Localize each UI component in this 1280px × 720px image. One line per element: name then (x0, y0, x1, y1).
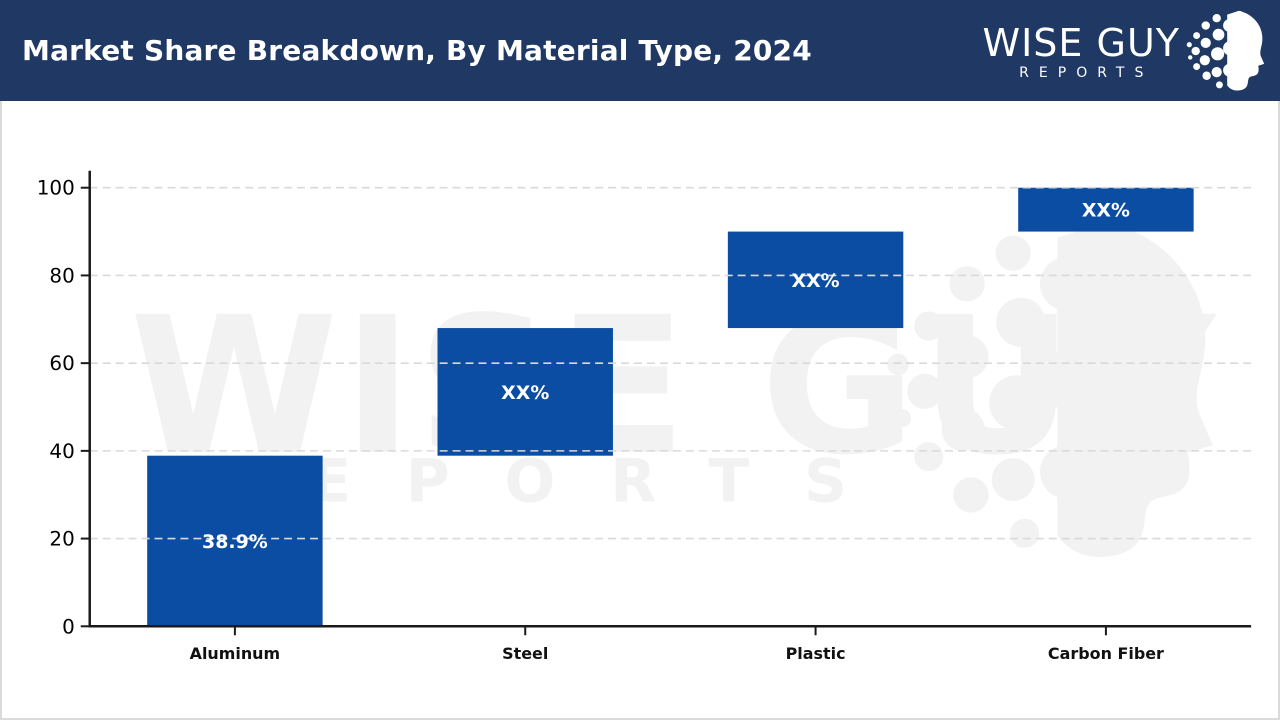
bar-plastic (727, 231, 904, 329)
x-tick-label: Carbon Fiber (1048, 644, 1164, 663)
y-tick-label: 20 (49, 528, 74, 551)
y-tick-label: 0 (62, 615, 75, 638)
y-tick-label: 40 (49, 440, 74, 463)
chart-title: Market Share Breakdown, By Material Type… (22, 34, 812, 67)
x-tick-label: Steel (502, 644, 548, 663)
bar-value-label: 38.9% (202, 531, 268, 553)
chart-area: WISE GUY REPORTS 0 20 40 60 80 100 Aluminum Steel… (0, 101, 1280, 720)
logo-text: WISE GUY REPORTS (983, 24, 1180, 80)
x-tick-label: Plastic (786, 644, 846, 663)
bar-value-label: XX% (501, 382, 549, 404)
logo-head-icon (1186, 10, 1265, 91)
y-tick-label: 100 (37, 177, 75, 200)
watermark-head-icon (887, 222, 1213, 558)
x-tick-label: Aluminum (190, 644, 281, 663)
bar-carbon-fiber (1018, 187, 1194, 232)
y-tick-label: 60 (49, 352, 74, 375)
brand-logo: WISE GUY REPORTS (983, 8, 1266, 96)
bar-steel (437, 328, 613, 456)
logo-head-glyph (1186, 10, 1265, 91)
y-tick-label: 80 (49, 264, 74, 287)
bar-value-label: XX% (792, 270, 840, 292)
logo-wordmark: WISE GUY (982, 20, 1180, 65)
bar-aluminum (147, 455, 323, 627)
logo-subtext: REPORTS (1019, 64, 1154, 81)
header: Market Share Breakdown, By Material Type… (0, 0, 1280, 101)
bar-value-label: XX% (1082, 200, 1130, 222)
